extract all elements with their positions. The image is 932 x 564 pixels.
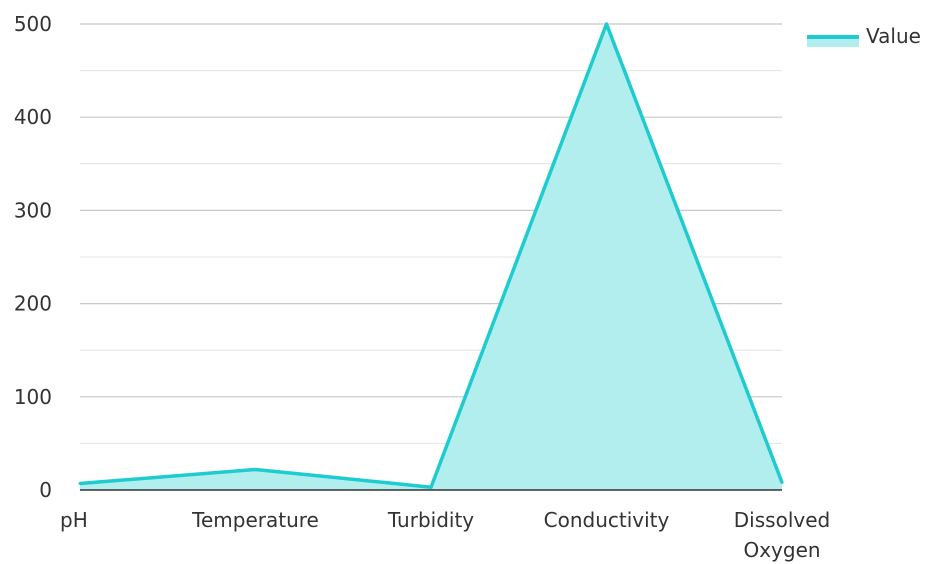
y-tick-label: 300: [14, 198, 52, 222]
legend: Value: [807, 24, 921, 48]
x-tick-label: Dissolved: [734, 508, 830, 532]
y-tick-label: 0: [39, 478, 52, 502]
y-tick-label: 500: [14, 12, 52, 36]
x-axis-tick-labels: pH Temperature Turbidity Conductivity Dissol…: [60, 508, 830, 562]
y-tick-label: 100: [14, 385, 52, 409]
data-point-ph: [78, 481, 82, 485]
data-point-conductivity: [605, 22, 608, 26]
x-tick-label: Temperature: [191, 508, 319, 532]
legend-swatch-fill: [807, 37, 859, 47]
data-point-turbidity: [429, 485, 433, 489]
y-axis-tick-labels: 0 100 200 300 400 500: [14, 12, 52, 502]
data-point-temperature: [254, 467, 257, 471]
y-tick-label: 200: [14, 292, 52, 316]
x-tick-label: Conductivity: [544, 508, 670, 532]
series-value-area: [80, 24, 782, 490]
legend-label-value: Value: [866, 24, 921, 48]
x-tick-label: Oxygen: [743, 538, 820, 562]
x-tick-label: Turbidity: [387, 508, 474, 532]
y-tick-label: 400: [14, 105, 52, 129]
x-tick-label: pH: [60, 508, 88, 532]
grid-lines: [80, 23, 782, 444]
data-point-dissolved-oxygen: [780, 481, 784, 485]
series-area-layer: [78, 22, 784, 490]
